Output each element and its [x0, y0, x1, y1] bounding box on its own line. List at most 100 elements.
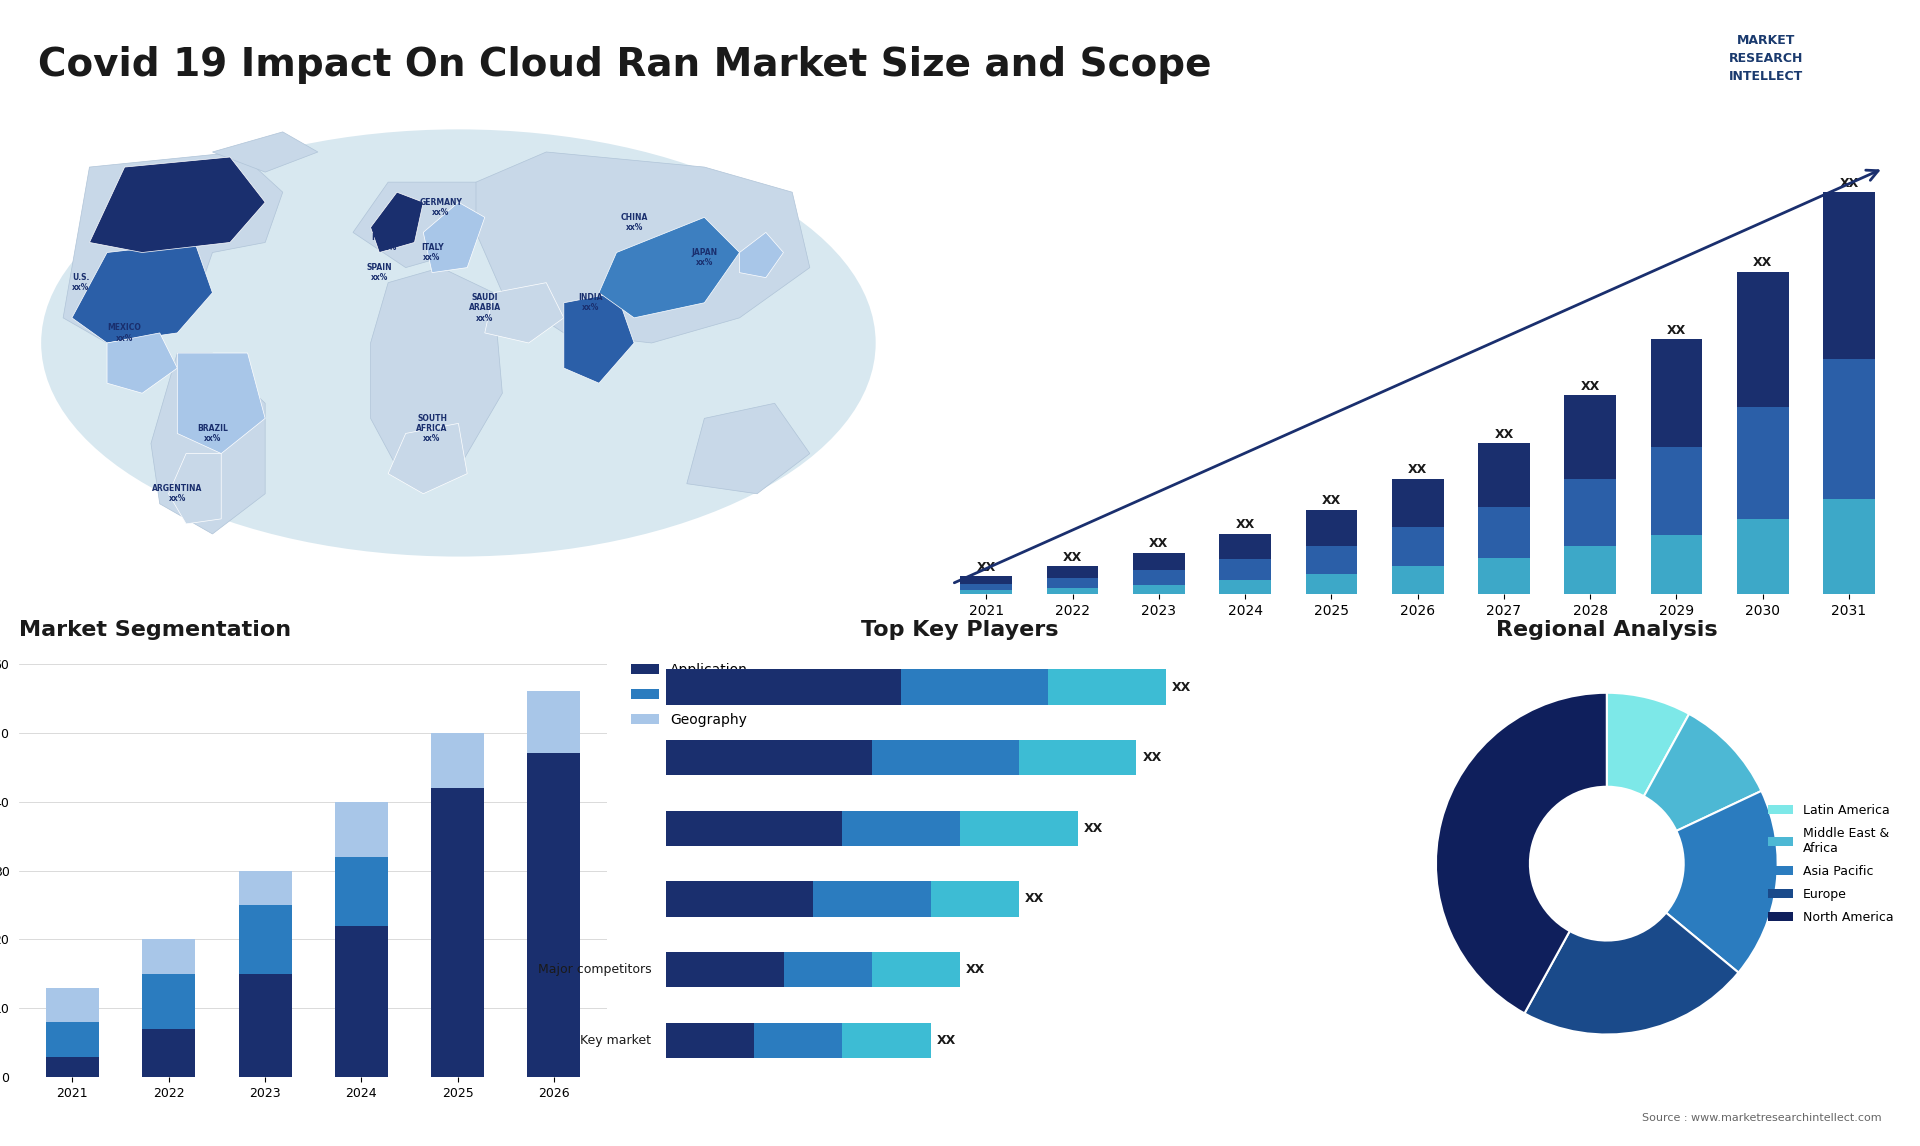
Bar [1306, 510, 1357, 545]
Text: XX: XX [966, 963, 985, 976]
Bar [1048, 669, 1165, 705]
Bar [46, 1022, 100, 1057]
Text: XX: XX [977, 560, 996, 573]
Bar [843, 810, 960, 846]
Bar [1565, 547, 1617, 595]
Polygon shape [353, 182, 503, 267]
Polygon shape [739, 233, 783, 277]
Text: JAPAN
xx%: JAPAN xx% [691, 248, 718, 267]
Bar [238, 871, 292, 905]
Polygon shape [108, 333, 177, 393]
Bar [843, 1022, 931, 1058]
Bar [1133, 571, 1185, 584]
Bar [1046, 566, 1098, 579]
Bar [1306, 574, 1357, 595]
Legend: Latin America, Middle East &
Africa, Asia Pacific, Europe, North America: Latin America, Middle East & Africa, Asi… [1763, 799, 1899, 928]
Bar [1824, 499, 1876, 595]
Bar [1046, 579, 1098, 588]
Bar [1651, 447, 1703, 534]
Bar [432, 787, 484, 1077]
Bar [1651, 339, 1703, 447]
Bar [1306, 545, 1357, 574]
Text: XX: XX [1667, 324, 1686, 337]
Bar [666, 740, 872, 776]
Ellipse shape [40, 129, 876, 557]
Text: XX: XX [1753, 257, 1772, 269]
Bar [1219, 534, 1271, 559]
Bar [528, 753, 580, 1077]
Bar [1824, 360, 1876, 499]
Bar [666, 881, 812, 917]
Polygon shape [169, 454, 221, 524]
Bar [666, 810, 843, 846]
Text: XX: XX [1150, 537, 1169, 550]
Bar [872, 740, 1020, 776]
Text: SPAIN
xx%: SPAIN xx% [367, 262, 392, 282]
Polygon shape [177, 353, 265, 454]
Polygon shape [90, 157, 265, 252]
Bar [432, 732, 484, 787]
Bar [528, 691, 580, 753]
Wedge shape [1607, 693, 1690, 796]
Polygon shape [484, 283, 564, 343]
Bar [238, 974, 292, 1077]
Bar [1565, 395, 1617, 479]
Bar [872, 952, 960, 987]
Text: ARGENTINA
xx%: ARGENTINA xx% [152, 484, 202, 503]
Bar [1738, 407, 1789, 519]
Polygon shape [213, 132, 319, 172]
Polygon shape [564, 292, 634, 383]
Text: XX: XX [1321, 494, 1340, 508]
Text: XX: XX [1142, 752, 1162, 764]
Bar [1392, 526, 1444, 566]
Bar [783, 952, 872, 987]
Text: XX: XX [1839, 176, 1859, 190]
Bar [960, 810, 1077, 846]
Bar [1565, 479, 1617, 547]
Bar [666, 952, 783, 987]
Bar [666, 1022, 755, 1058]
Bar [960, 584, 1012, 590]
Text: Covid 19 Impact On Cloud Ran Market Size and Scope: Covid 19 Impact On Cloud Ran Market Size… [38, 46, 1212, 84]
Bar [1219, 559, 1271, 580]
Bar [960, 576, 1012, 584]
Polygon shape [388, 423, 467, 494]
Wedge shape [1524, 912, 1738, 1035]
Text: Market Segmentation: Market Segmentation [19, 620, 292, 641]
Text: SOUTH
AFRICA
xx%: SOUTH AFRICA xx% [417, 414, 447, 444]
Text: XX: XX [1407, 463, 1427, 477]
Bar [1392, 479, 1444, 526]
Bar [931, 881, 1020, 917]
Text: Source : www.marketresearchintellect.com: Source : www.marketresearchintellect.com [1642, 1113, 1882, 1123]
Text: CANADA
xx%: CANADA xx% [115, 193, 152, 212]
Bar [334, 802, 388, 857]
Text: XX: XX [1171, 681, 1190, 693]
Bar [142, 1029, 196, 1077]
Text: GERMANY
xx%: GERMANY xx% [419, 197, 463, 217]
Bar [1824, 193, 1876, 360]
Bar [960, 590, 1012, 595]
Bar [334, 857, 388, 926]
Legend: Application, Product, Geography: Application, Product, Geography [626, 657, 755, 732]
Text: XX: XX [1494, 427, 1513, 440]
Polygon shape [476, 152, 810, 343]
Text: INDIA
xx%: INDIA xx% [578, 293, 603, 313]
Bar [1738, 272, 1789, 407]
Text: BRAZIL
xx%: BRAZIL xx% [198, 424, 228, 444]
Bar [334, 926, 388, 1077]
Text: XX: XX [937, 1034, 956, 1046]
Bar [1738, 519, 1789, 595]
Bar [666, 669, 900, 705]
Bar [1392, 566, 1444, 595]
Wedge shape [1644, 714, 1761, 831]
Wedge shape [1667, 791, 1778, 973]
Polygon shape [63, 152, 282, 343]
Text: XX: XX [1235, 518, 1256, 532]
Text: XX: XX [1580, 379, 1599, 393]
Text: SAUDI
ARABIA
xx%: SAUDI ARABIA xx% [468, 293, 501, 323]
Bar [1478, 444, 1530, 507]
Title: Regional Analysis: Regional Analysis [1496, 620, 1718, 641]
Wedge shape [1436, 693, 1607, 1013]
Bar [1133, 552, 1185, 571]
Polygon shape [687, 403, 810, 494]
